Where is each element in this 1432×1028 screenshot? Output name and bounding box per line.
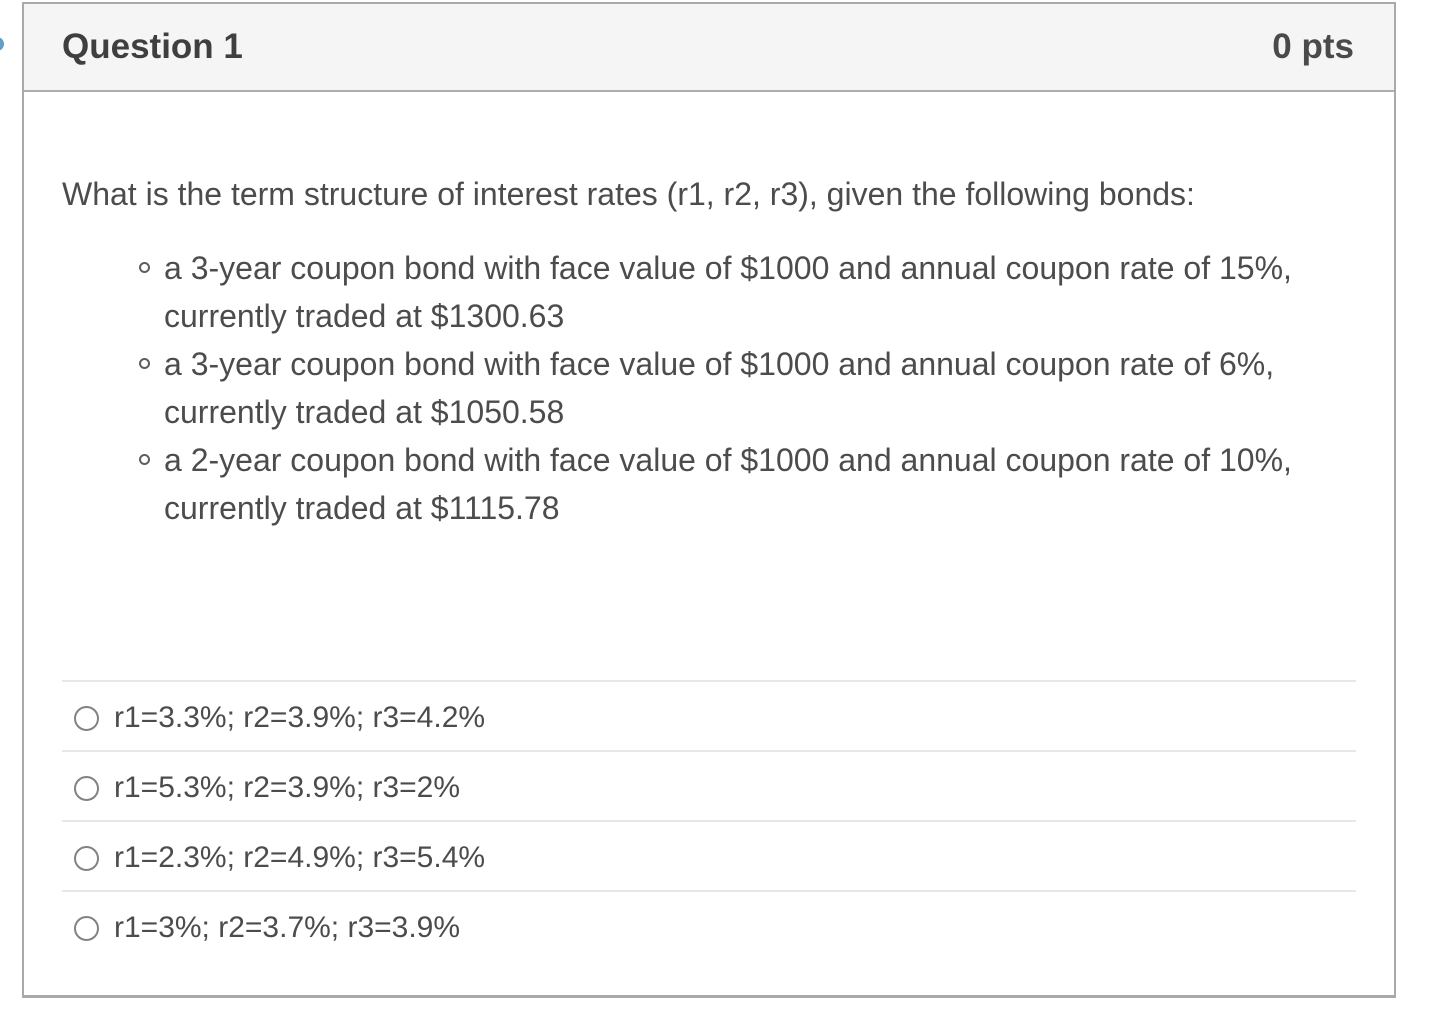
answer-option[interactable]: r1=3.3%; r2=3.9%; r3=4.2%: [62, 680, 1356, 750]
bond-list: a 3-year coupon bond with face value of …: [62, 244, 1356, 532]
question-panel: Question 1 0 pts What is the term struct…: [22, 2, 1396, 998]
list-item: a 2-year coupon bond with face value of …: [62, 436, 1356, 532]
bullet-icon: [139, 454, 150, 465]
answers-section: r1=3.3%; r2=3.9%; r3=4.2% r1=5.3%; r2=3.…: [62, 680, 1356, 996]
bullet-text: a 2-year coupon bond with face value of …: [164, 442, 1292, 526]
list-item: a 3-year coupon bond with face value of …: [62, 244, 1356, 340]
answer-label: r1=3%; r2=3.7%; r3=3.9%: [114, 911, 461, 944]
answer-radio-icon[interactable]: [74, 775, 99, 801]
answer-label: r1=2.3%; r2=4.9%; r3=5.4%: [114, 841, 486, 874]
bullet-icon: [139, 358, 150, 369]
answer-radio-icon[interactable]: [74, 915, 99, 941]
answer-radio-icon[interactable]: [74, 705, 99, 731]
bullet-text: a 3-year coupon bond with face value of …: [164, 250, 1292, 334]
question-points-badge: 0 pts: [1272, 27, 1354, 66]
answer-option[interactable]: r1=5.3%; r2=3.9%; r3=2%: [62, 750, 1356, 820]
question-nav-dot-icon[interactable]: [0, 37, 4, 51]
bullet-icon: [139, 262, 150, 273]
question-header: Question 1 0 pts: [24, 4, 1394, 92]
question-title: Question 1: [62, 27, 243, 66]
question-body: What is the term structure of interest r…: [24, 92, 1394, 996]
answer-option[interactable]: r1=2.3%; r2=4.9%; r3=5.4%: [62, 820, 1356, 890]
question-prompt: What is the term structure of interest r…: [62, 176, 1195, 212]
answer-label: r1=3.3%; r2=3.9%; r3=4.2%: [114, 701, 486, 734]
list-item: a 3-year coupon bond with face value of …: [62, 340, 1356, 436]
answer-radio-icon[interactable]: [74, 845, 99, 871]
answer-label: r1=5.3%; r2=3.9%; r3=2%: [114, 771, 461, 804]
answer-option[interactable]: r1=3%; r2=3.7%; r3=3.9%: [62, 890, 1356, 960]
bullet-text: a 3-year coupon bond with face value of …: [164, 346, 1275, 430]
